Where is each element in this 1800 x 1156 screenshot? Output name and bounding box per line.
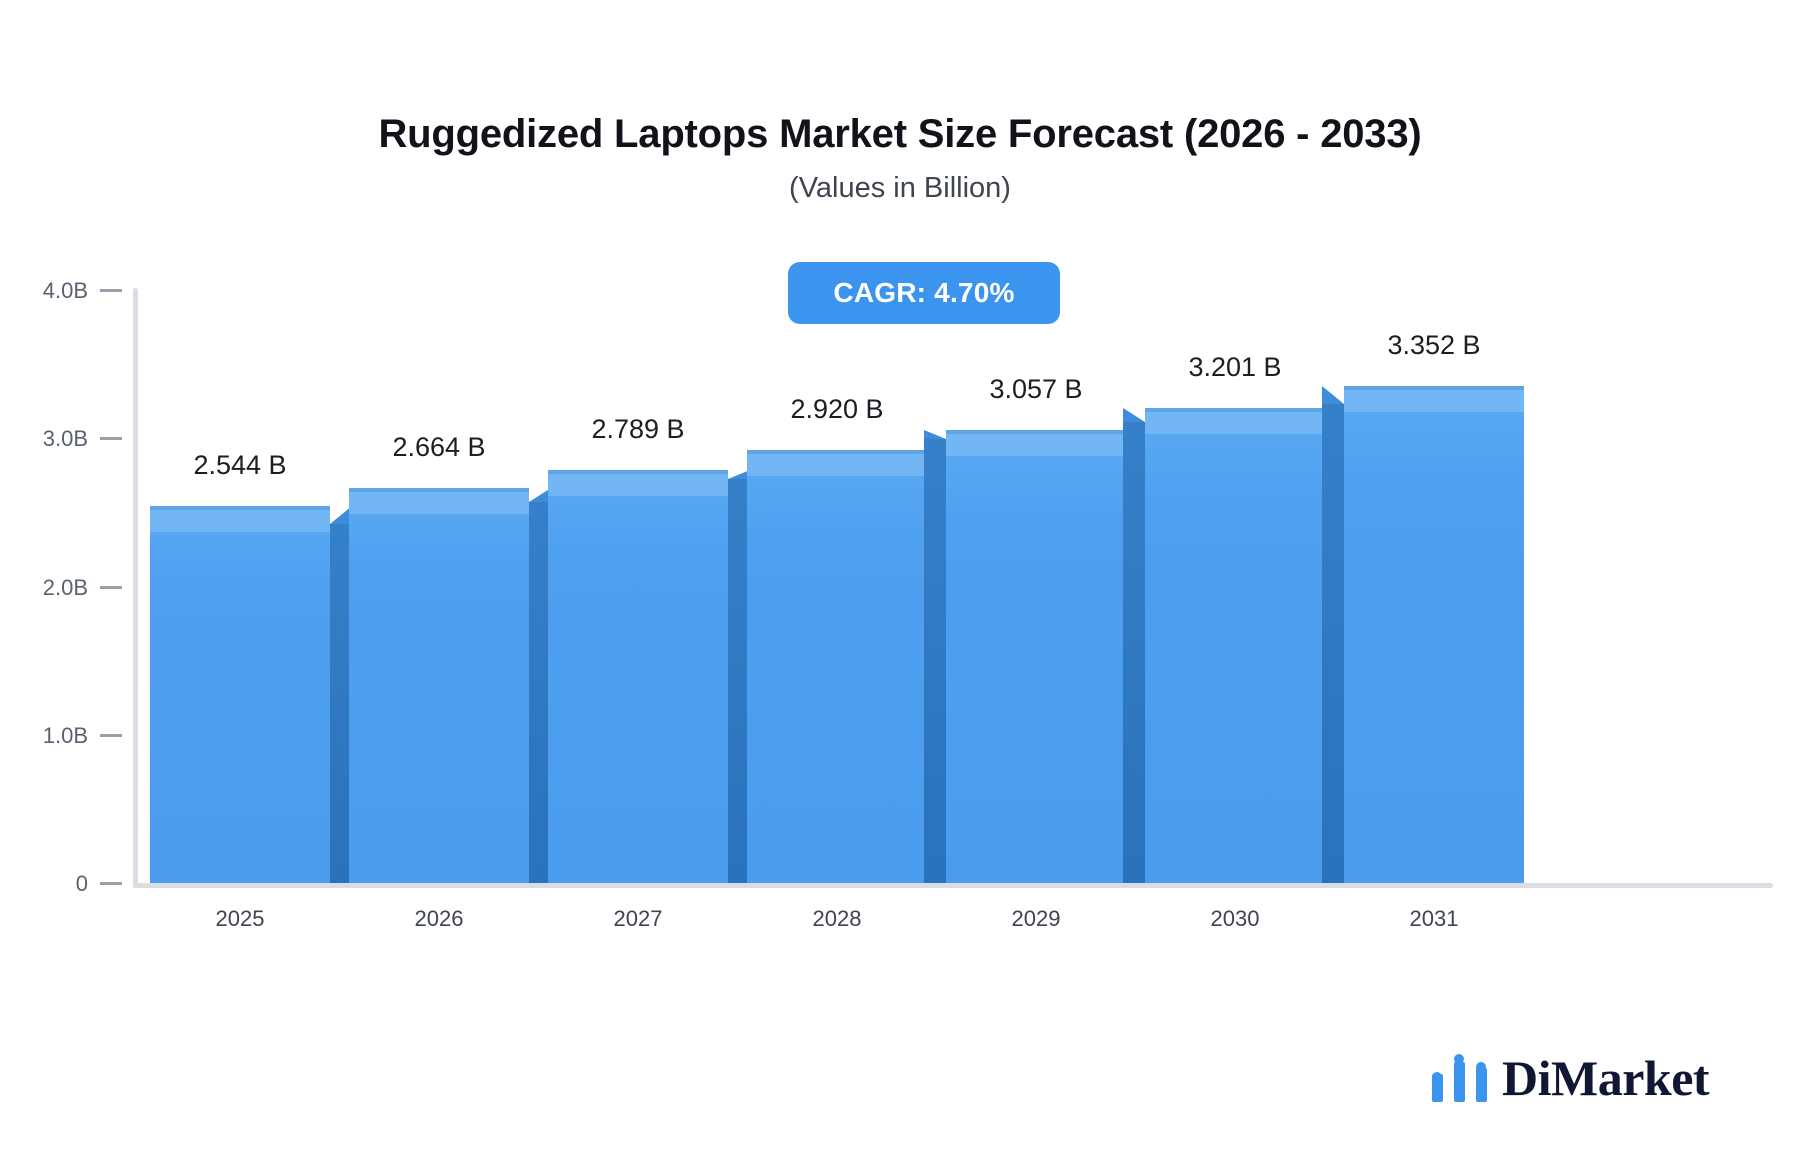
y-axis-tick [100,437,122,441]
bar-top-face [330,505,352,524]
bar[interactable] [1123,408,1325,883]
bar-front-face [1145,408,1325,883]
bar[interactable] [349,488,551,883]
bar-chart-icon [1432,1050,1488,1102]
bar-side-face [330,523,352,883]
x-axis-category-label: 2030 [1210,906,1260,931]
y-axis-tick-label: 3.0B [42,426,88,452]
bar-front-face [946,429,1126,883]
bar-side-face [1123,422,1145,883]
bar-value-label: 3.057 B [989,373,1083,404]
bar-front-face [349,488,529,883]
bar-side-face [1322,404,1344,883]
logo-text: DiMarket [1502,1049,1710,1106]
bar-value-label: 3.352 B [1387,330,1481,361]
y-axis-tick-label: 2.0B [42,574,88,600]
bar-top-edge [548,469,728,474]
bar-top-edge [1145,408,1325,413]
x-axis-category-label: 2031 [1409,906,1459,931]
cagr-badge: CAGR: 4.70% [788,262,1060,324]
bar-top-face [1322,386,1344,405]
y-axis-tick-label: 0 [75,871,88,896]
y-axis-tick-label: 1.0B [42,722,88,748]
bar-highlight [349,488,529,515]
y-axis-line [133,288,138,888]
dimarket-logo: DiMarket [1432,1049,1710,1106]
bar-top-face [924,429,946,439]
bar-value-label: 2.664 B [392,432,486,463]
x-axis-line [133,883,1773,888]
bar-top-edge [946,429,1126,434]
bar[interactable] [150,505,352,883]
bar[interactable] [548,469,750,883]
bar-top-face [529,488,551,503]
y-axis-tick-label: 4.0B [42,278,88,303]
bar-value-label: 3.201 B [1188,352,1282,383]
bar-value-label: 2.544 B [193,449,287,480]
bar[interactable] [1322,386,1524,883]
bar-side-face [728,478,750,883]
x-axis-category-label: 2027 [613,906,663,931]
x-axis-category-label: 2025 [215,906,265,931]
chart-title: Ruggedized Laptops Market Size Forecast … [378,112,1422,156]
bar-top-edge [1344,386,1524,391]
bar-value-label: 2.920 B [790,394,884,425]
bar-top-edge [150,505,330,510]
x-axis-category-label: 2028 [812,906,862,931]
y-axis-tick [100,733,122,737]
bar-front-face [1344,386,1524,883]
y-axis-tick [100,289,122,292]
bar-front-face [747,450,927,883]
bar-highlight [747,450,927,477]
bar-top-face [728,469,750,479]
bar-top-face [1123,408,1145,423]
x-axis-category-label: 2029 [1011,906,1061,931]
bar-front-face [548,469,728,883]
bar-side-face [924,438,946,883]
bar-top-edge [349,488,529,493]
bar[interactable] [747,450,927,883]
bar-highlight [548,469,728,496]
bar-top-edge [747,450,927,455]
bar-value-label: 2.789 B [591,413,685,444]
y-axis-tick [100,585,122,589]
x-axis-category-label: 2026 [414,906,464,931]
y-axis-tick [100,882,122,885]
bar[interactable] [924,429,1126,883]
bar-highlight [1145,408,1325,435]
bar-front-face [150,505,330,883]
bar-side-face [529,502,551,883]
bar-highlight [150,505,330,532]
bar-highlight [946,429,1126,456]
bar-highlight [1344,386,1524,413]
chart-subtitle: (Values in Billion) [789,172,1011,204]
